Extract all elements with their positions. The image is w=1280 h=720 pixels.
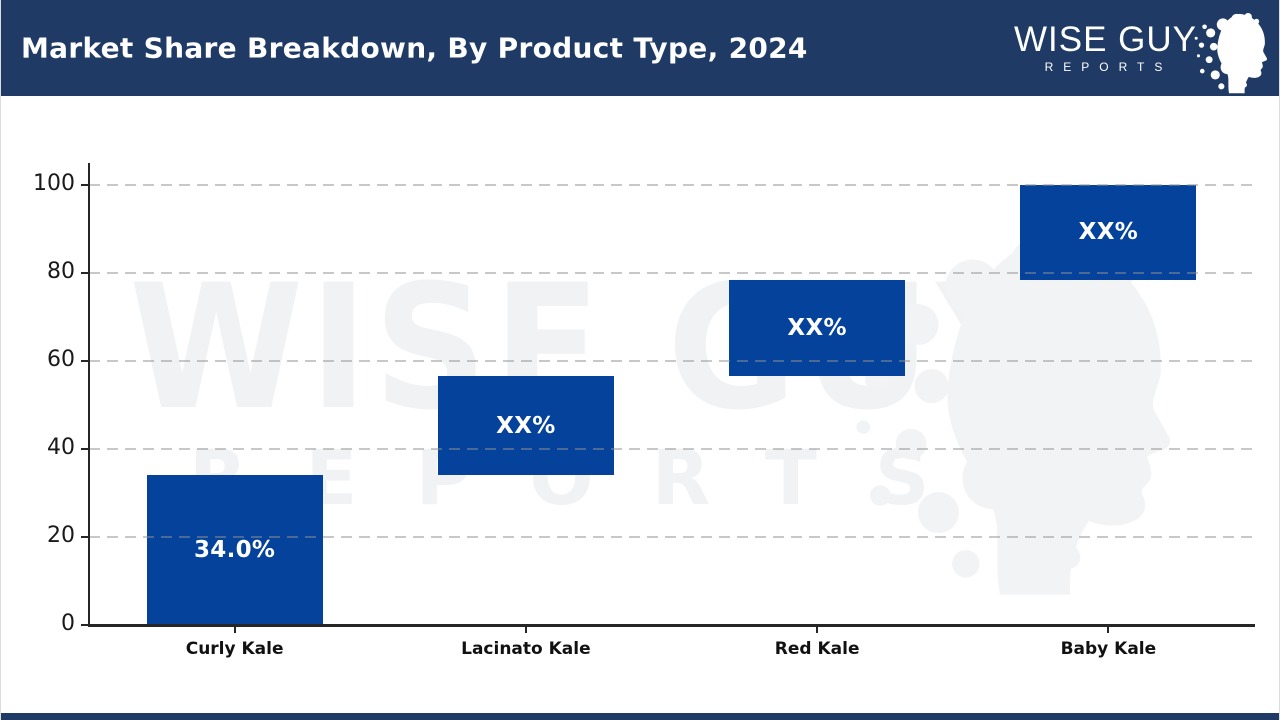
chart-title: Market Share Breakdown, By Product Type,… — [21, 31, 808, 65]
y-axis-tick-label: 20 — [47, 523, 75, 548]
header-bar: Market Share Breakdown, By Product Type,… — [1, 0, 1279, 96]
x-axis-tick-label: Baby Kale — [1060, 639, 1157, 659]
x-axis-tick-mark — [816, 626, 819, 633]
bar-segment: XX% — [1020, 185, 1197, 280]
y-axis-tick-mark — [81, 184, 89, 186]
gridline — [89, 360, 1254, 362]
y-axis-tick-label: 60 — [47, 347, 75, 372]
gridline — [89, 448, 1254, 450]
y-axis-tick-mark — [81, 360, 89, 362]
x-axis-tick-mark — [1107, 626, 1110, 633]
x-axis-tick-mark — [524, 626, 527, 633]
x-axis-tick-label: Red Kale — [774, 639, 860, 659]
y-axis-tick-label: 0 — [61, 611, 75, 636]
y-axis-tick-mark — [81, 272, 89, 274]
x-axis-tick-label: Lacinato Kale — [461, 639, 591, 659]
gridline — [89, 184, 1254, 186]
x-axis-spine — [87, 624, 1255, 627]
bar-value-label: XX% — [787, 314, 847, 341]
y-axis-tick-label: 80 — [47, 259, 75, 284]
logo-subtitle: REPORTS — [1044, 60, 1173, 74]
y-axis-spine — [87, 163, 90, 627]
y-axis-tick-label: 40 — [47, 435, 75, 460]
y-axis-tick-mark — [81, 536, 89, 538]
gridline — [89, 536, 1254, 538]
gridline — [89, 272, 1254, 274]
logo-wordmark: WISE GUY — [1013, 20, 1197, 59]
bar-segment: 34.0% — [146, 475, 323, 625]
y-axis-tick-mark — [81, 448, 89, 450]
logo-text: WISE GUY REPORTS — [1014, 22, 1197, 74]
x-axis-tick-label: Curly Kale — [185, 639, 284, 659]
footer-bar — [1, 713, 1279, 720]
y-axis-tick-mark — [81, 624, 89, 626]
logo-head-icon — [1194, 13, 1268, 94]
x-axis-tick-mark — [233, 626, 236, 633]
wise-guy-reports-logo: WISE GUY REPORTS — [1005, 6, 1268, 94]
bar-value-label: XX% — [496, 412, 556, 439]
bar-value-label: 34.0% — [193, 537, 276, 564]
y-axis-tick-label: 100 — [33, 171, 75, 196]
bar-segment: XX% — [437, 376, 614, 476]
bar-value-label: XX% — [1078, 219, 1139, 246]
